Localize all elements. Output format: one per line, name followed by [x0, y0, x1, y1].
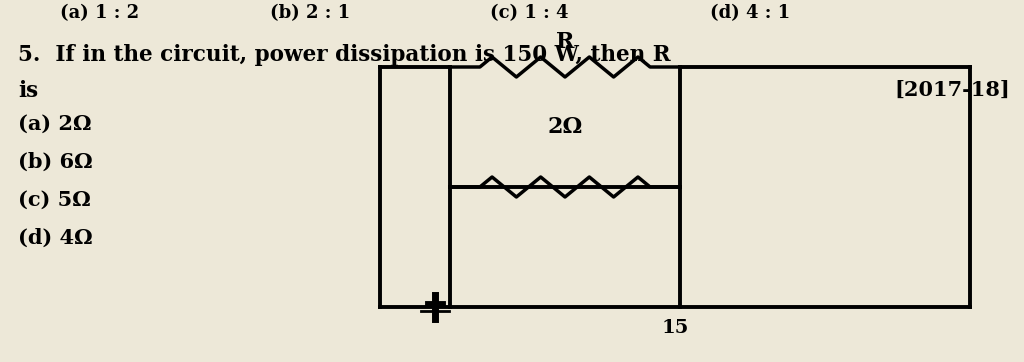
Text: (d) 4 : 1: (d) 4 : 1 — [710, 4, 791, 22]
Text: 2Ω: 2Ω — [548, 116, 583, 138]
Text: is: is — [18, 80, 38, 102]
Text: (a) 1 : 2: (a) 1 : 2 — [60, 4, 139, 22]
Text: (b) 2 : 1: (b) 2 : 1 — [270, 4, 350, 22]
Text: 15: 15 — [662, 319, 689, 337]
Text: (b) 6Ω: (b) 6Ω — [18, 152, 93, 172]
Text: 5.  If in the circuit, power dissipation is 150 W, then R: 5. If in the circuit, power dissipation … — [18, 44, 671, 66]
Text: (a) 2Ω: (a) 2Ω — [18, 114, 91, 134]
Text: (c) 1 : 4: (c) 1 : 4 — [490, 4, 568, 22]
Text: [2017-18]: [2017-18] — [894, 80, 1010, 100]
Text: (d) 4Ω: (d) 4Ω — [18, 228, 93, 248]
Text: R: R — [556, 31, 574, 53]
Text: (c) 5Ω: (c) 5Ω — [18, 190, 91, 210]
